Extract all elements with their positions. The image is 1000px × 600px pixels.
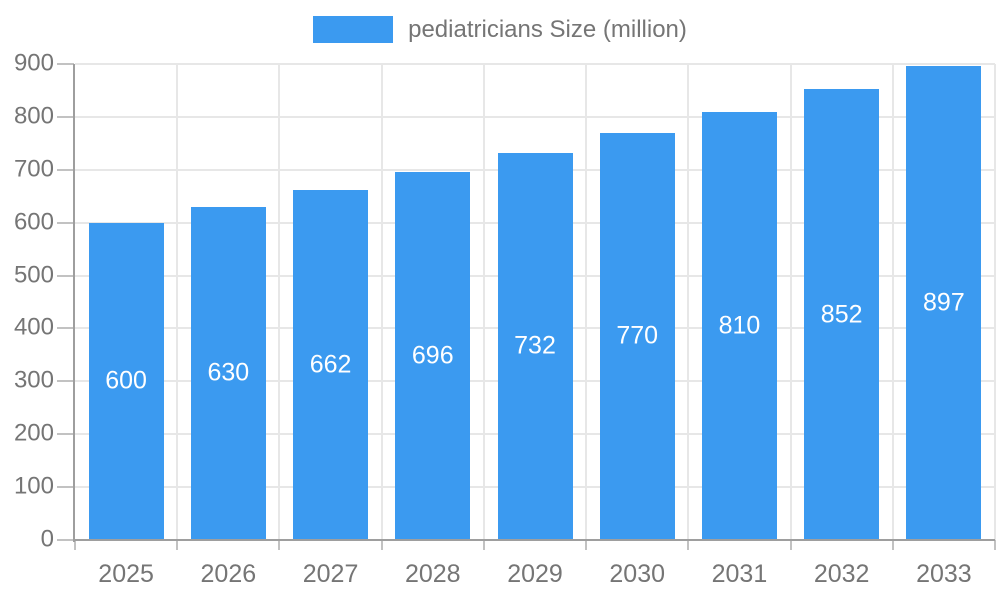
bar [88, 222, 164, 540]
bar-value-label: 662 [309, 350, 352, 379]
y-axis-label: 900 [13, 49, 54, 77]
x-axis-tick [789, 540, 792, 550]
bar [599, 132, 675, 540]
bar-value-label: 732 [514, 331, 556, 360]
x-axis-label: 2026 [200, 560, 257, 588]
y-axis-tick [57, 274, 74, 277]
bar-value-label: 696 [411, 341, 454, 370]
y-axis-label: 300 [13, 366, 54, 394]
y-axis-tick [57, 115, 74, 118]
y-axis-tick [57, 380, 74, 383]
y-axis-label: 700 [13, 155, 54, 183]
bar-value-label: 897 [923, 288, 965, 317]
y-axis-label: 500 [13, 260, 54, 288]
gridline-vertical [585, 64, 588, 540]
bar-value-label: 770 [616, 321, 659, 350]
x-axis-label: 2033 [916, 560, 972, 588]
legend-swatch [313, 16, 394, 43]
x-axis-label: 2030 [609, 560, 666, 588]
legend-label: pediatricians Size (million) [408, 15, 687, 43]
bar-value-label: 630 [207, 358, 250, 387]
gridline-horizontal [75, 115, 995, 118]
gridline-horizontal [75, 63, 995, 65]
x-axis-label: 2027 [302, 560, 359, 588]
bar [190, 206, 266, 540]
x-axis-label: 2025 [98, 560, 154, 588]
x-axis-tick [687, 540, 690, 550]
x-axis-tick [74, 540, 76, 550]
gridline-vertical [176, 64, 179, 540]
gridline-vertical [687, 64, 690, 540]
y-axis-tick [57, 63, 74, 65]
x-axis-label: 2032 [813, 560, 870, 588]
y-axis-label: 800 [13, 102, 54, 130]
x-axis-tick [994, 540, 996, 550]
y-axis-tick [57, 486, 74, 489]
y-axis-line [73, 64, 75, 542]
gridline-vertical [482, 64, 485, 540]
bar [497, 152, 573, 540]
bar [293, 189, 369, 540]
y-axis-label: 600 [13, 208, 54, 236]
gridline-vertical [789, 64, 792, 540]
y-axis-label: 100 [13, 472, 54, 500]
bar-value-label: 810 [718, 311, 761, 340]
y-axis-tick [57, 221, 74, 224]
bar [906, 65, 982, 540]
y-axis-label: 400 [13, 313, 54, 341]
x-axis-line [73, 539, 995, 541]
y-axis-tick [57, 168, 74, 171]
y-axis-tick [57, 327, 74, 330]
bar [701, 111, 777, 540]
x-axis-label: 2028 [404, 560, 461, 588]
gridline-vertical [994, 64, 996, 540]
bar [395, 171, 471, 540]
legend[interactable]: pediatricians Size (million) [0, 16, 1000, 43]
bar [804, 89, 880, 540]
x-axis-tick [891, 540, 894, 550]
y-axis-label: 200 [13, 419, 54, 447]
x-axis-tick [585, 540, 588, 550]
bar-value-label: 852 [820, 300, 863, 329]
gridline-vertical [891, 64, 894, 540]
x-axis-label: 2031 [711, 560, 768, 588]
gridline-vertical [380, 64, 383, 540]
x-axis-tick [380, 540, 383, 550]
x-axis-tick [176, 540, 179, 550]
x-axis-label: 2029 [507, 560, 563, 588]
y-axis-label: 0 [40, 525, 54, 553]
y-axis-tick [57, 433, 74, 436]
y-axis-tick [57, 539, 74, 541]
x-axis-tick [482, 540, 485, 550]
bar-value-label: 600 [105, 366, 147, 395]
x-axis-tick [278, 540, 281, 550]
gridline-vertical [278, 64, 281, 540]
